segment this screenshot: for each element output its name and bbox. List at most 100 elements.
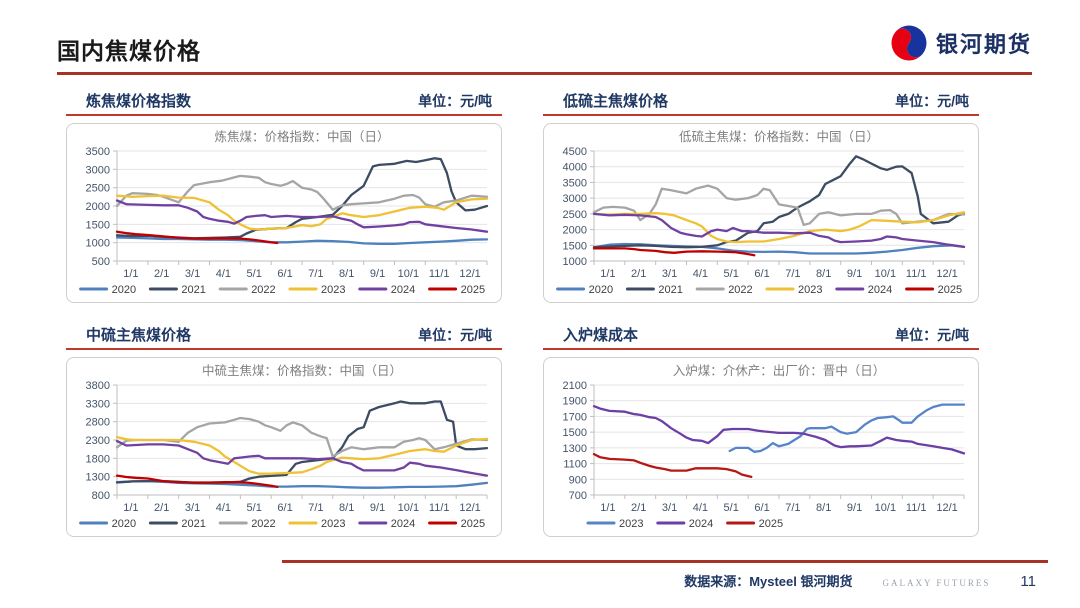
svg-text:5/1: 5/1	[247, 268, 262, 280]
svg-text:中硫主焦煤：价格指数：中国（日）: 中硫主焦煤：价格指数：中国（日）	[202, 363, 402, 378]
svg-text:2025: 2025	[938, 284, 962, 296]
svg-text:2021: 2021	[181, 284, 205, 296]
svg-text:1500: 1500	[86, 219, 110, 231]
svg-text:2023: 2023	[798, 284, 822, 296]
svg-text:2024: 2024	[868, 284, 892, 296]
line-chart-mid-sulfur-coal-price: 中硫主焦煤：价格指数：中国（日） 800 1300 1800 2300 2800 3300 3…	[71, 361, 497, 533]
svg-text:3/1: 3/1	[185, 268, 200, 280]
page-number: 11	[1020, 573, 1036, 590]
unit-label: 单位：元/吨	[895, 327, 969, 343]
data-source-label: 数据来源：Mysteel 银河期货	[684, 574, 853, 589]
svg-text:3000: 3000	[563, 193, 587, 205]
svg-text:2000: 2000	[563, 225, 587, 237]
svg-text:10/1: 10/1	[398, 502, 419, 514]
svg-text:2000: 2000	[86, 201, 110, 213]
section-furnace-coal-cost: 入炉煤成本 单位：元/吨 入炉煤：介休产：出厂价：晋中（日） 700 900 1100…	[543, 324, 979, 537]
footer-brand-label: GALAXY FUTURES	[882, 578, 991, 588]
page-header: 国内焦煤价格 银河期货	[0, 0, 1080, 75]
svg-text:2021: 2021	[181, 518, 205, 530]
series-2023	[592, 211, 966, 244]
series-2022	[115, 416, 489, 458]
svg-text:7/1: 7/1	[785, 268, 800, 280]
series-2023	[728, 403, 966, 453]
series-2024	[115, 439, 489, 477]
svg-text:3500: 3500	[563, 177, 587, 189]
svg-text:11/1: 11/1	[429, 268, 450, 280]
logo-icon	[891, 25, 927, 61]
svg-text:2023: 2023	[619, 518, 643, 530]
page-footer: 数据来源：Mysteel 银河期货 GALAXY FUTURES 11	[0, 560, 1080, 590]
svg-text:10/1: 10/1	[398, 268, 419, 280]
svg-text:2024: 2024	[689, 518, 713, 530]
svg-text:2025: 2025	[759, 518, 783, 530]
svg-text:700: 700	[569, 490, 587, 502]
section-mid-sulfur-coal-price: 中硫主焦煤价格 单位：元/吨 中硫主焦煤：价格指数：中国（日） 800 1300 18…	[66, 324, 502, 537]
svg-text:4/1: 4/1	[693, 502, 708, 514]
footer-divider	[282, 560, 1048, 563]
series-2021	[592, 155, 966, 249]
section-header: 入炉煤成本 单位：元/吨	[543, 324, 979, 350]
svg-text:3500: 3500	[86, 146, 110, 158]
svg-text:3/1: 3/1	[662, 502, 677, 514]
svg-text:900: 900	[569, 474, 587, 486]
chart-panel: 中硫主焦煤：价格指数：中国（日） 800 1300 1800 2300 2800 3300 3…	[66, 357, 502, 537]
svg-text:500: 500	[92, 256, 110, 268]
series-2025	[592, 452, 753, 479]
svg-text:8/1: 8/1	[339, 268, 354, 280]
unit-label: 单位：元/吨	[895, 93, 969, 109]
svg-text:4/1: 4/1	[216, 502, 231, 514]
page-title: 国内焦煤价格	[57, 38, 201, 64]
svg-text:2500: 2500	[563, 209, 587, 221]
series-2024	[592, 405, 966, 455]
svg-text:2020: 2020	[112, 284, 136, 296]
svg-text:4000: 4000	[563, 162, 587, 174]
svg-text:2/1: 2/1	[154, 268, 169, 280]
svg-text:3/1: 3/1	[185, 502, 200, 514]
series-2021	[115, 157, 489, 240]
svg-text:12/1: 12/1	[936, 268, 957, 280]
svg-text:2022: 2022	[251, 284, 275, 296]
series-2022	[592, 184, 966, 227]
chart-canvas: 低硫主焦煤：价格指数：中国（日） 1000 1500 2000 2500 3000 3500…	[556, 129, 966, 296]
svg-text:1900: 1900	[563, 396, 587, 408]
series-2023	[115, 194, 489, 231]
svg-text:2020: 2020	[112, 518, 136, 530]
svg-text:3300: 3300	[86, 398, 110, 410]
svg-text:2025: 2025	[461, 518, 485, 530]
svg-text:1800: 1800	[86, 453, 110, 465]
svg-text:4/1: 4/1	[216, 268, 231, 280]
svg-text:10/1: 10/1	[875, 268, 896, 280]
svg-text:2023: 2023	[321, 284, 345, 296]
svg-text:9/1: 9/1	[370, 502, 385, 514]
svg-text:1100: 1100	[563, 459, 587, 471]
svg-text:1300: 1300	[86, 472, 110, 484]
section-header: 中硫主焦煤价格 单位：元/吨	[66, 324, 502, 350]
logo-text: 银河期货	[935, 32, 1032, 57]
svg-text:9/1: 9/1	[370, 268, 385, 280]
svg-text:6/1: 6/1	[754, 502, 769, 514]
svg-text:2021: 2021	[658, 284, 682, 296]
chart-canvas: 炼焦煤：价格指数：中国（日） 500 1000 1500 2000 2500 3000 350…	[79, 129, 489, 296]
svg-text:8/1: 8/1	[816, 502, 831, 514]
section-header: 炼焦煤价格指数 单位：元/吨	[66, 90, 502, 116]
section-title: 炼焦煤价格指数	[86, 93, 192, 110]
section-title: 中硫主焦煤价格	[86, 327, 192, 344]
svg-text:9/1: 9/1	[847, 268, 862, 280]
svg-text:1/1: 1/1	[600, 268, 615, 280]
chart-panel: 入炉煤：介休产：出厂价：晋中（日） 700 900 1100 1300 1500 1700 1…	[543, 357, 979, 537]
svg-text:2022: 2022	[251, 518, 275, 530]
svg-text:3000: 3000	[86, 164, 110, 176]
svg-text:2800: 2800	[86, 417, 110, 429]
charts-grid: 炼焦煤价格指数 单位：元/吨 炼焦煤：价格指数：中国（日） 500 1000 1500…	[66, 90, 979, 537]
series-2025	[115, 230, 279, 245]
svg-text:1500: 1500	[563, 427, 587, 439]
series-2025	[592, 247, 756, 257]
svg-text:2025: 2025	[461, 284, 485, 296]
svg-text:11/1: 11/1	[906, 268, 927, 280]
svg-text:12/1: 12/1	[459, 502, 480, 514]
svg-text:炼焦煤：价格指数：中国（日）: 炼焦煤：价格指数：中国（日）	[214, 129, 389, 144]
svg-text:7/1: 7/1	[785, 502, 800, 514]
svg-text:2022: 2022	[728, 284, 752, 296]
svg-text:1/1: 1/1	[123, 268, 138, 280]
